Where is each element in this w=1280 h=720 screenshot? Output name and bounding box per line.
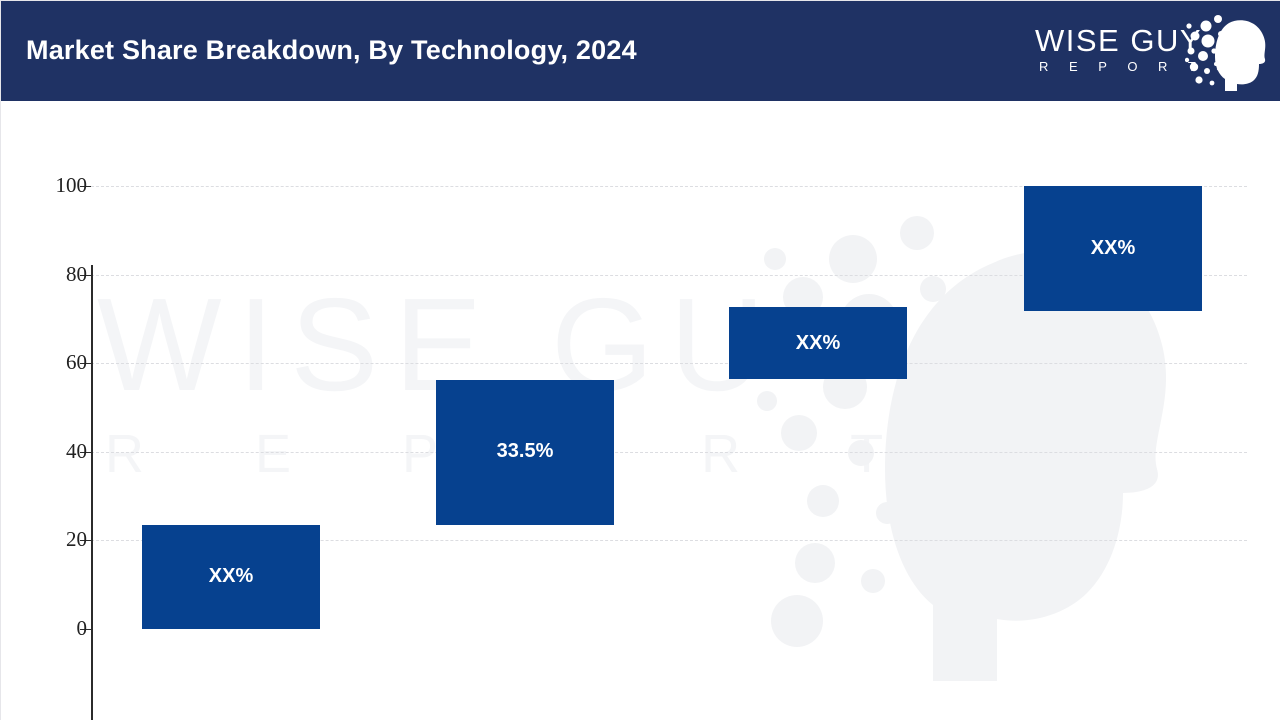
bar-label-analog-display: XX%: [208, 565, 254, 587]
y-tick-40: [80, 452, 91, 453]
y-tick-60: [80, 363, 91, 364]
bar-label-digital-display: 33.5%: [496, 440, 554, 462]
gridline-20: [91, 540, 1247, 541]
bar-label-hybrid-display: XX%: [795, 332, 841, 354]
y-tick-0: [80, 629, 91, 630]
y-tick-20: [80, 540, 91, 541]
y-tick-100: [80, 186, 91, 187]
y-axis-label-80: 80: [66, 262, 87, 286]
y-axis-label-0: 0: [76, 616, 88, 640]
gridline-80: [91, 275, 1247, 276]
page-title: Market Share Breakdown, By Technology, 2…: [26, 35, 637, 65]
y-axis-label-100: 100: [55, 173, 88, 197]
gridline-40: [91, 452, 1247, 453]
y-axis-line: [91, 265, 93, 720]
chart-plot-area: WISE GU R E P O R T S: [1, 101, 1280, 720]
bar-analog-display[interactable]: [142, 525, 320, 629]
header-bar: Market Share Breakdown, By Technology, 2…: [1, 1, 1280, 101]
y-tick-80: [80, 275, 91, 276]
y-axis-label-60: 60: [66, 350, 87, 374]
bar-hybrid-display[interactable]: [729, 307, 907, 379]
brand-logo: WISE GUY R E P O R T S: [1013, 9, 1275, 93]
bar-digital-display[interactable]: [436, 380, 614, 525]
y-axis-label-40: 40: [66, 439, 87, 463]
dotted-head-profile-icon: [1185, 15, 1266, 91]
logo-wordmark-secondary: R E P O R T S: [1039, 59, 1234, 74]
gridline-100: [91, 186, 1247, 187]
y-axis-label-20: 20: [66, 527, 87, 551]
gridline-60: [91, 363, 1247, 364]
bar-head-up-display[interactable]: [1024, 186, 1202, 311]
bar-label-head-up-display: XX%: [1090, 237, 1136, 259]
logo-wordmark-primary: WISE GUY: [1035, 23, 1203, 58]
